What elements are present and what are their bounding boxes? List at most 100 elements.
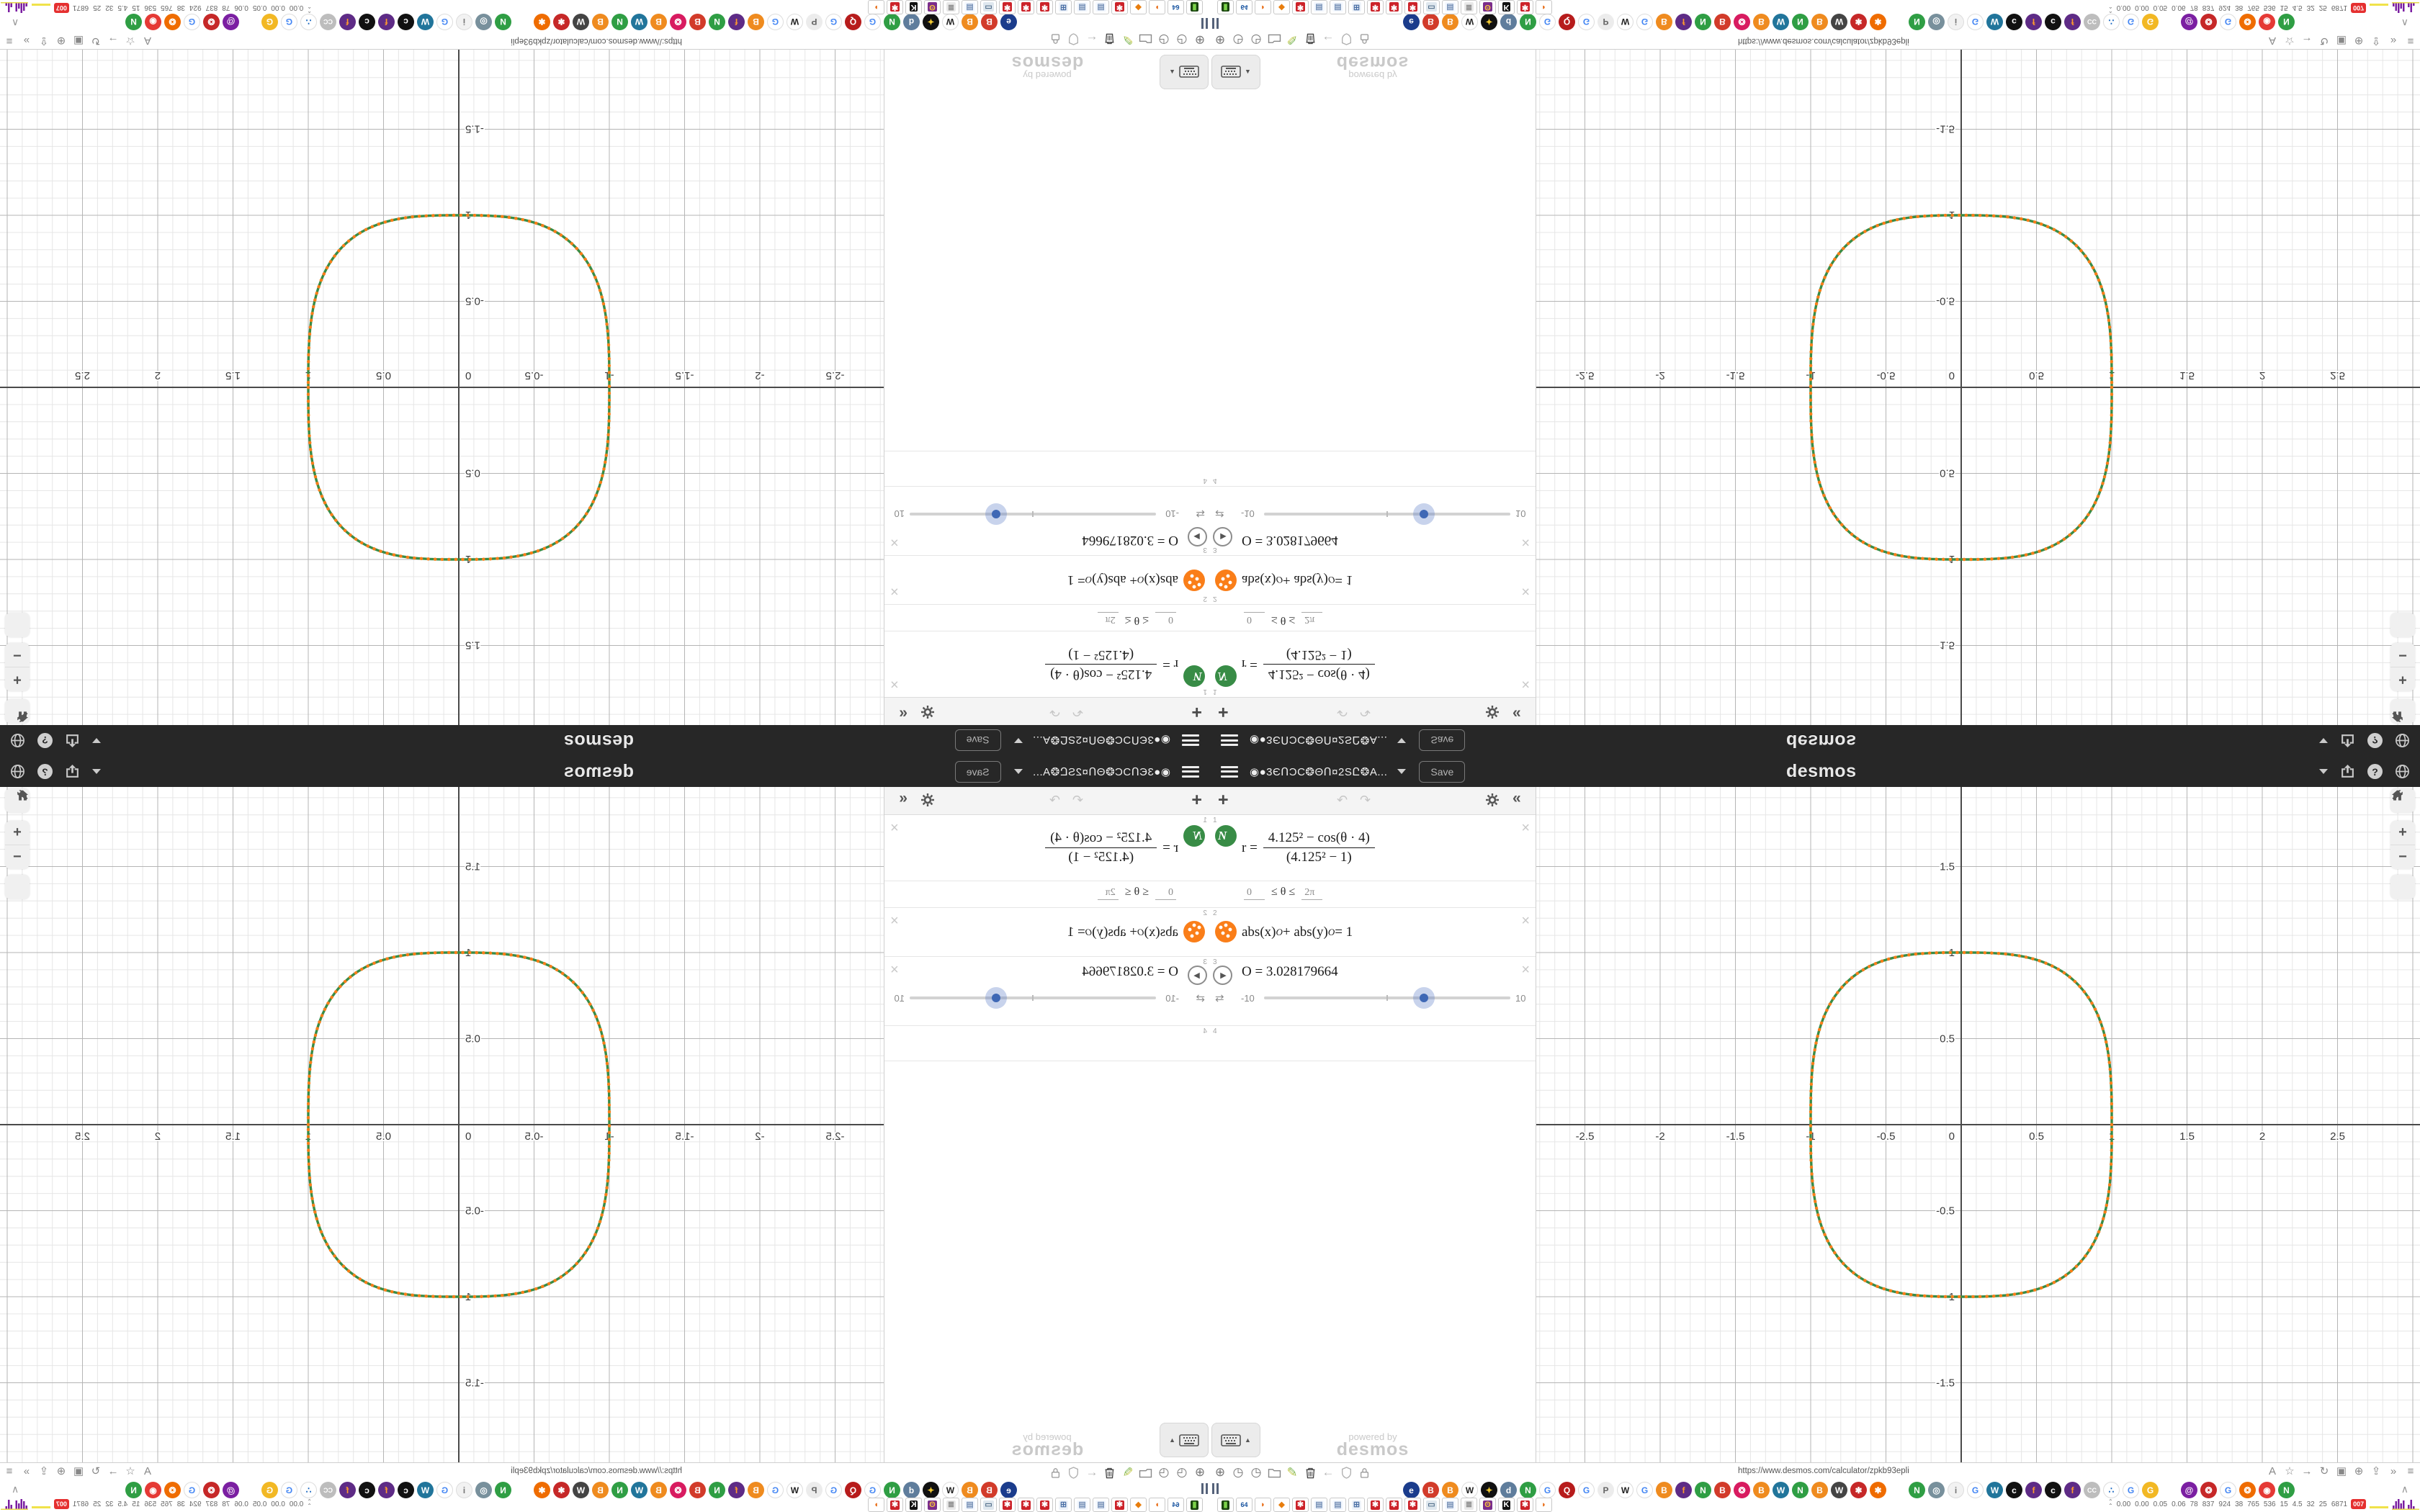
- zoom-out-button[interactable]: −: [13, 849, 22, 865]
- taskbar-tile[interactable]: ✱: [1018, 1498, 1034, 1512]
- bookmark-favicon[interactable]: ❂: [2200, 14, 2217, 30]
- close-icon[interactable]: ×: [1521, 583, 1530, 599]
- zoom-in-button[interactable]: +: [2390, 667, 2415, 691]
- forward-arrow-icon[interactable]: →: [2301, 35, 2313, 48]
- taskbar-tile[interactable]: ✱: [1517, 0, 1533, 14]
- bookmark-favicon[interactable]: @: [2181, 1482, 2197, 1498]
- expression-row-3[interactable]: 3 ▶ ⇄ O = 3.028179664 -10: [1210, 486, 1536, 555]
- bookmark-favicon[interactable]: ❂: [2239, 1482, 2256, 1498]
- bookmark-favicon[interactable]: P: [806, 1482, 823, 1498]
- taskbar-tile[interactable]: ʘ: [924, 1498, 941, 1512]
- bookmark-favicon[interactable]: f: [1675, 14, 1692, 30]
- bookmark-favicon[interactable]: W: [786, 1482, 803, 1498]
- bookmark-favicon[interactable]: ◉: [2259, 14, 2275, 30]
- tray-caret-icon[interactable]: ⌃ ⌃: [307, 3, 312, 14]
- bookmark-favicon[interactable]: B: [1811, 14, 1828, 30]
- thumb-icon[interactable]: ⇪: [39, 35, 49, 47]
- bookmark-favicon[interactable]: f: [1675, 1482, 1692, 1498]
- bookmark-favicon[interactable]: ✱: [553, 14, 570, 30]
- collapse-panel-icon[interactable]: «: [899, 790, 908, 806]
- taskbar-tile[interactable]: ⊞: [1055, 1498, 1072, 1512]
- highlighter-pen-icon[interactable]: ✎: [1120, 1464, 1136, 1480]
- taskbar-tile[interactable]: ▤: [1442, 0, 1458, 14]
- title-dropdown-icon[interactable]: [1013, 738, 1023, 743]
- curve-style-icon-orange-dotted[interactable]: [1183, 921, 1205, 942]
- bookmark-favicon[interactable]: N: [1695, 14, 1711, 30]
- redo-icon[interactable]: ↷: [1360, 793, 1371, 807]
- bookmark-favicon[interactable]: G: [1636, 14, 1653, 30]
- bookmark-favicon[interactable]: c: [2045, 14, 2061, 30]
- slider-track[interactable]: [910, 503, 1156, 525]
- bookmark-favicon[interactable]: ◎: [1928, 14, 1945, 30]
- bookmark-favicon[interactable]: d: [903, 1482, 920, 1498]
- graph-area[interactable]: -2.5 -2 -1.5 -1 -0.5 0.5 1 1.5 2 2.5 1.5 1 0.5 -0.5 -1…: [1536, 49, 2420, 725]
- keyboard-toggle-button[interactable]: ▲: [1160, 55, 1209, 89]
- taskbar-tile[interactable]: ≣: [1461, 0, 1477, 14]
- bookmark-favicon[interactable]: N: [709, 1482, 725, 1498]
- taskbar-tile[interactable]: ✱: [1367, 1498, 1384, 1512]
- expression-row-4-empty[interactable]: 4: [1210, 451, 1536, 486]
- bookmark-favicon[interactable]: B: [1753, 1482, 1770, 1498]
- taskbar-tile[interactable]: ✱: [1292, 0, 1309, 14]
- polar-equation[interactable]: r = 4.125² − cos(θ · 4) (4.125² − 1): [906, 815, 1178, 881]
- bookmark-favicon[interactable]: G: [184, 1482, 200, 1498]
- taskbar-tile[interactable]: ▤: [1093, 1498, 1109, 1512]
- reader-frame-icon[interactable]: ▣: [2336, 1465, 2347, 1477]
- overflow-icon[interactable]: »: [2390, 1464, 2397, 1477]
- bookmark-favicon[interactable]: B: [1442, 1482, 1458, 1498]
- bookmark-favicon[interactable]: i: [1948, 1482, 1964, 1498]
- share-icon[interactable]: [2340, 764, 2355, 779]
- taskbar-tile[interactable]: ✱: [1036, 0, 1053, 14]
- superellipse-equation[interactable]: abs(x) O + abs(y) O = 1: [1067, 924, 1178, 940]
- menu-icon[interactable]: ≡: [2407, 1464, 2414, 1477]
- bookmark-star-icon[interactable]: ☆: [125, 1465, 135, 1477]
- default-viewport-home-button[interactable]: [5, 613, 30, 722]
- chevron-up-icon[interactable]: ∧: [2401, 17, 2408, 29]
- globe-wheel-icon[interactable]: ⊕: [2354, 1465, 2364, 1477]
- bookmark-favicon[interactable]: f: [378, 1482, 395, 1498]
- address-bar-url[interactable]: https://www.desmos.com/calculator/zpkb93…: [511, 37, 682, 45]
- taskbar-tile[interactable]: ▤: [1311, 0, 1327, 14]
- taskbar-tile[interactable]: K: [1498, 1498, 1515, 1512]
- curve-style-icon-green[interactable]: N: [1183, 825, 1205, 847]
- lock-icon[interactable]: [1356, 1464, 1372, 1480]
- bookmark-favicon[interactable]: G: [281, 14, 297, 30]
- bookmark-favicon[interactable]: B: [689, 14, 706, 30]
- slider-max-label[interactable]: 10: [894, 993, 905, 1004]
- taskbar-tile[interactable]: ▤: [1074, 0, 1090, 14]
- bookmark-favicon[interactable]: c: [2006, 14, 2022, 30]
- bookmark-favicon[interactable]: W: [1986, 1482, 2003, 1498]
- bookmark-favicon[interactable]: B: [650, 14, 667, 30]
- bookmark-favicon[interactable]: B: [1656, 1482, 1672, 1498]
- back-arrow-icon[interactable]: ←: [1085, 33, 1098, 47]
- pause-icon[interactable]: [1201, 18, 1208, 29]
- bookmark-favicon[interactable]: f: [2064, 14, 2081, 30]
- help-icon[interactable]: ?: [2367, 733, 2383, 748]
- curve-style-icon-green[interactable]: N: [1215, 665, 1237, 687]
- taskbar-tile[interactable]: ▭: [1423, 1498, 1440, 1512]
- slider-track[interactable]: [910, 987, 1156, 1009]
- taskbar-tile[interactable]: ʘ: [1479, 0, 1496, 14]
- bookmark-favicon[interactable]: N: [1792, 14, 1809, 30]
- undo-icon[interactable]: ↶: [1072, 793, 1083, 807]
- bookmark-favicon[interactable]: N: [2278, 14, 2295, 30]
- bookmark-favicon[interactable]: W: [1986, 14, 2003, 30]
- bookmark-favicon[interactable]: G: [825, 14, 842, 30]
- superellipse-equation[interactable]: abs(x) O + abs(y) O = 1: [1067, 572, 1178, 588]
- taskbar-tile[interactable]: ▮: [1186, 0, 1203, 14]
- taskbar-tile[interactable]: 64: [1236, 1498, 1252, 1512]
- taskbar-tile[interactable]: ⊞: [1348, 1498, 1365, 1512]
- taskbar-tile[interactable]: ≣: [943, 1498, 959, 1512]
- collapse-panel-icon[interactable]: «: [1512, 706, 1521, 722]
- graph-title[interactable]: ◉●3ЄՈƆC❂ΘՈ¤2SԸ❂A...: [1032, 765, 1170, 778]
- gauge-icon[interactable]: ◷: [1250, 1465, 1262, 1479]
- thumb-icon[interactable]: ⇪: [39, 1465, 49, 1477]
- bookmark-favicon[interactable]: W: [631, 1482, 647, 1498]
- zoom-in-button[interactable]: +: [5, 667, 30, 691]
- back-arrow-icon[interactable]: ←: [1085, 1465, 1098, 1479]
- globe-icon[interactable]: [2395, 764, 2410, 779]
- reload-icon[interactable]: ↻: [2319, 1465, 2329, 1477]
- slider-handle[interactable]: [1420, 510, 1428, 518]
- bookmark-favicon[interactable]: Q: [1559, 14, 1575, 30]
- taskbar-tile[interactable]: 64: [1168, 0, 1184, 14]
